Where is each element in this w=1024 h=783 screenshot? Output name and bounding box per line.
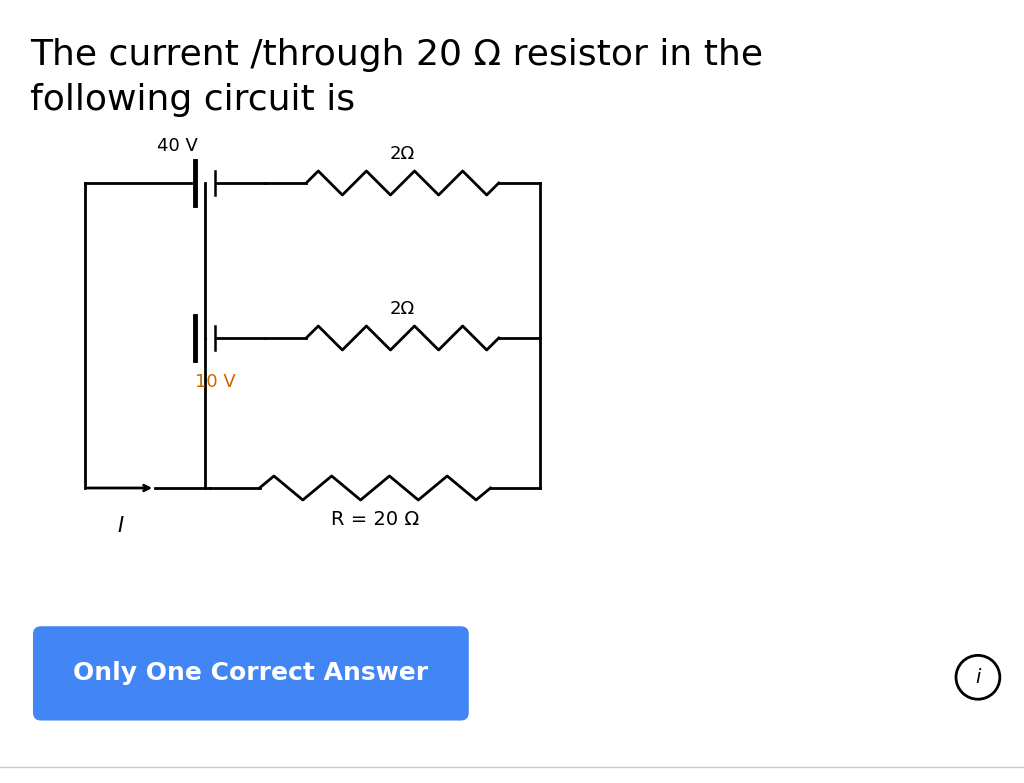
Text: 10 V: 10 V — [195, 373, 236, 391]
Text: R = 20 Ω: R = 20 Ω — [331, 510, 419, 529]
Text: 40 V: 40 V — [157, 137, 198, 155]
Text: The current /through 20 Ω resistor in the: The current /through 20 Ω resistor in th… — [30, 38, 763, 72]
FancyBboxPatch shape — [33, 626, 469, 720]
Text: 2Ω: 2Ω — [390, 145, 415, 163]
Text: Only One Correct Answer: Only One Correct Answer — [74, 662, 428, 685]
Text: i: i — [975, 668, 981, 687]
Text: following circuit is: following circuit is — [30, 83, 355, 117]
Text: 2Ω: 2Ω — [390, 300, 415, 318]
Text: I: I — [117, 516, 123, 536]
